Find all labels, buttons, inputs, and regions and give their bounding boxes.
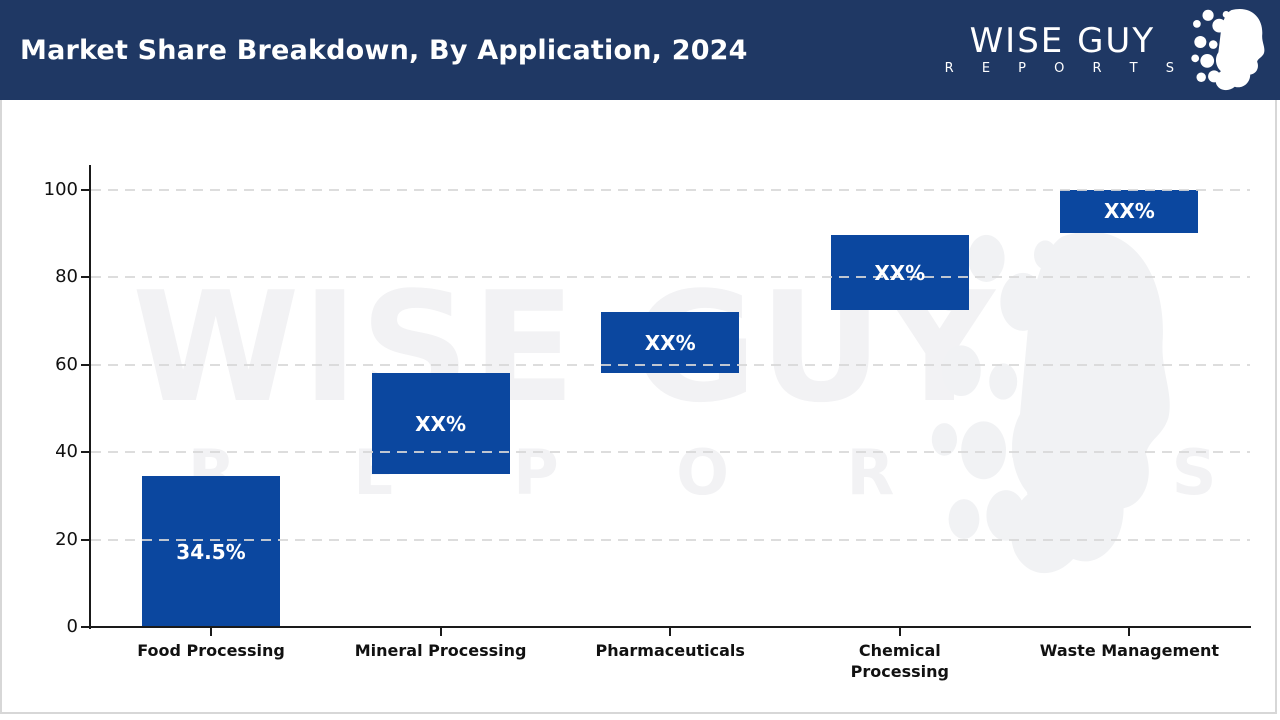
x-tick-mark	[439, 628, 442, 636]
brand-subname: R E P O R T S	[944, 60, 1186, 76]
y-tick-mark	[81, 276, 89, 278]
x-tick-label-pharmaceuticals: Pharmaceuticals	[595, 641, 745, 660]
x-tick-mark	[669, 628, 672, 636]
x-tick-label-chemical-processing: Chemical Processing	[850, 641, 949, 681]
face-profile-dots-icon	[1188, 5, 1266, 95]
brand-logo-text: WISE GUY R E P O R T S	[939, 21, 1186, 76]
gridline-40	[91, 451, 1250, 453]
bar-mineral-processing	[371, 373, 510, 474]
gridline-20	[91, 538, 1250, 541]
brand-name: WISE GUY	[969, 21, 1156, 62]
x-tick-label-mineral-processing: Mineral Processing	[354, 641, 527, 660]
bar-food-processing	[142, 476, 280, 627]
x-axis-line	[89, 626, 1251, 628]
bar-waste-management	[1060, 189, 1199, 234]
x-tick-label-waste-management: Waste Management	[1039, 641, 1220, 660]
y-axis-line	[89, 165, 91, 629]
bar-value-label-waste-management: XX%	[1103, 199, 1155, 224]
brand-logo: WISE GUY R E P O R T S	[939, 6, 1266, 94]
bar-value-label-mineral-processing: XX%	[415, 411, 467, 436]
x-tick-label-food-processing: Food Processing	[137, 641, 285, 660]
watermark-face-profile-icon	[922, 215, 1174, 581]
y-tick-mark	[81, 626, 89, 628]
header-bar: Market Share Breakdown, By Application, …	[0, 0, 1280, 100]
bar-pharmaceuticals	[601, 312, 740, 374]
x-tick-mark	[210, 628, 212, 636]
y-tick-mark	[81, 451, 89, 453]
y-tick-mark	[81, 538, 89, 541]
gridline-60	[91, 363, 1250, 366]
gridline-100	[91, 188, 1250, 191]
bar-value-label-food-processing: 34.5%	[176, 539, 246, 564]
y-tick-mark	[81, 363, 89, 366]
y-tick-label: 0	[66, 616, 78, 637]
x-tick-mark	[1128, 628, 1131, 636]
y-tick-label: 80	[55, 266, 78, 287]
x-tick-mark	[898, 628, 901, 636]
gridline-80	[91, 276, 1250, 278]
y-tick-label: 100	[43, 178, 78, 200]
bar-value-label-chemical-processing: XX%	[874, 260, 926, 285]
y-tick-label: 60	[55, 353, 78, 375]
bar-chemical-processing	[830, 235, 969, 310]
y-tick-mark	[81, 188, 89, 191]
bar-value-label-pharmaceuticals: XX%	[644, 330, 696, 355]
chart-title: Market Share Breakdown, By Application, …	[20, 34, 748, 66]
y-tick-label: 40	[55, 441, 78, 462]
y-tick-label: 20	[55, 528, 78, 550]
